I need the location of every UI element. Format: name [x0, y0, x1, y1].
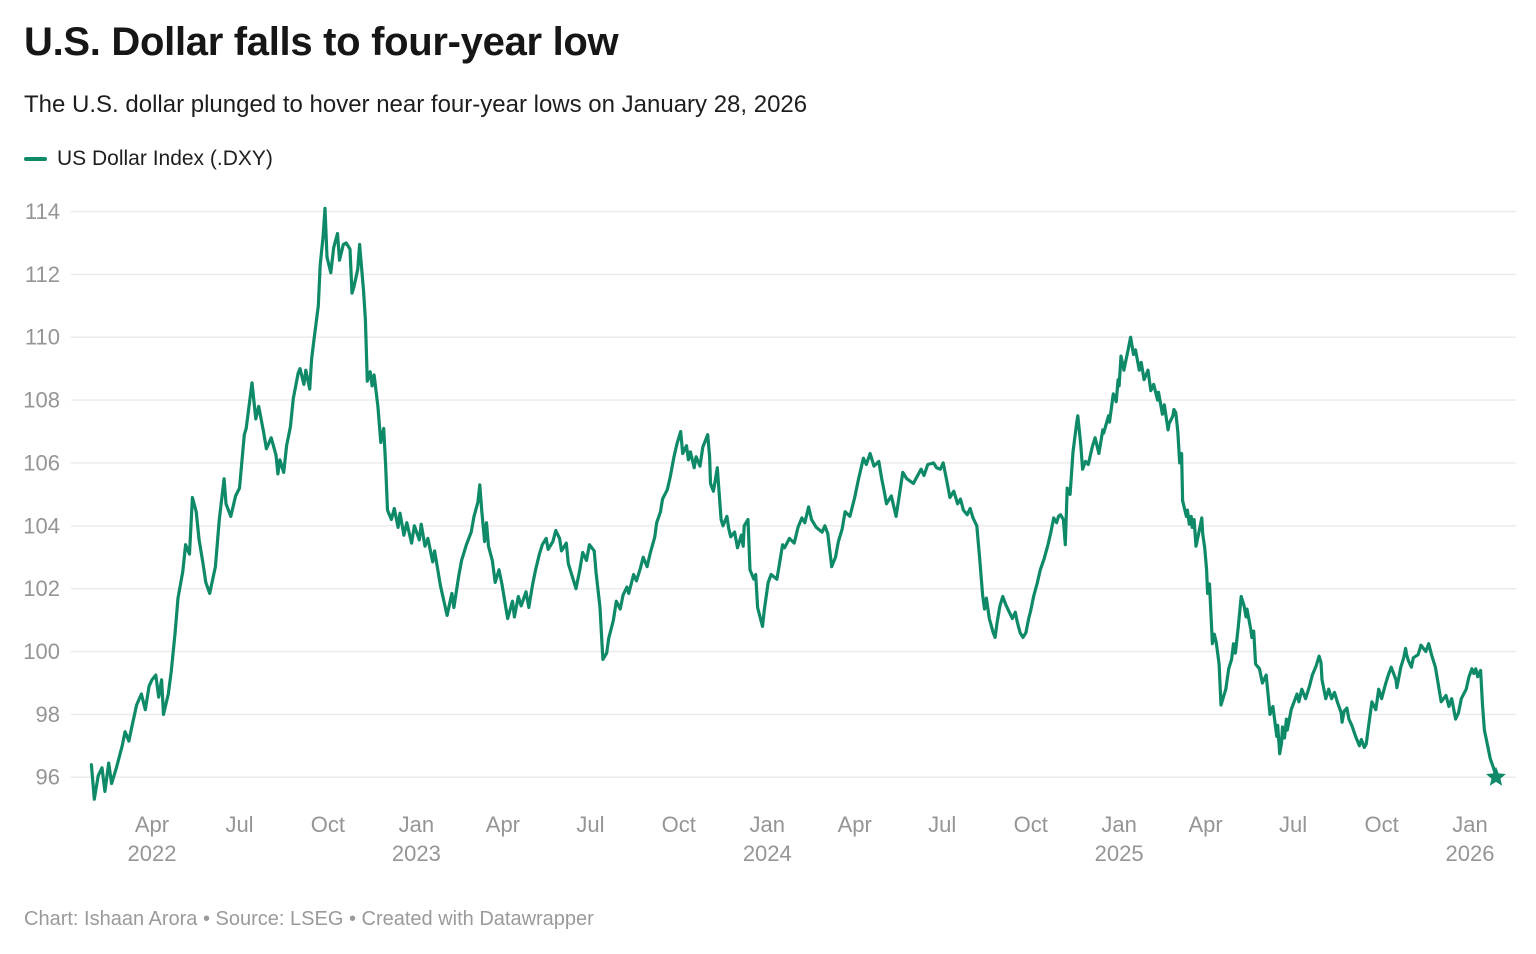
x-axis-year-label: 2025	[1095, 841, 1144, 866]
legend-line-swatch	[24, 156, 47, 162]
x-axis-month-label: Jan	[1452, 812, 1487, 837]
x-axis-month-label: Jul	[576, 812, 604, 837]
chart-subtitle: The U.S. dollar plunged to hover near fo…	[24, 91, 808, 118]
x-axis-month-label: Apr	[1188, 812, 1222, 837]
x-axis-year-label: 2024	[743, 841, 792, 866]
end-star-marker	[1486, 766, 1506, 786]
x-axis-month-label: Jul	[225, 812, 253, 837]
y-axis-label: 106	[23, 450, 60, 475]
x-axis-month-label: Jan	[1101, 812, 1136, 837]
x-axis-month-label: Oct	[662, 812, 696, 837]
y-axis-label: 114	[25, 199, 60, 224]
y-axis-label: 108	[23, 388, 60, 413]
x-axis-month-label: Oct	[1364, 812, 1398, 837]
x-axis-month-label: Jan	[750, 812, 785, 837]
y-axis-label: 100	[23, 639, 60, 664]
x-axis-month-label: Oct	[311, 812, 345, 837]
gridlines	[71, 210, 1516, 778]
x-axis-year-label: 2026	[1446, 841, 1495, 866]
x-axis-month-label: Apr	[135, 812, 169, 837]
dxy-line	[89, 206, 1498, 801]
legend-label: US Dollar Index (.DXY)	[57, 147, 273, 170]
x-axis-month-label: Apr	[486, 812, 520, 837]
y-axis-label: 96	[36, 765, 60, 790]
y-axis-label: 98	[36, 702, 60, 727]
x-axis-year-label: 2023	[392, 841, 441, 866]
x-axis-month-label: Jan	[399, 812, 434, 837]
y-axis-label: 112	[25, 262, 60, 287]
chart-title: U.S. Dollar falls to four-year low	[24, 20, 619, 64]
x-axis-month-label: Apr	[838, 812, 872, 837]
x-axis-labels: Apr 2022 Jul Oct Jan 2023 Apr Jul Oct Jan 2024 Apr J…	[128, 812, 1495, 866]
y-axis-label: 110	[25, 325, 60, 350]
chart-footer: Chart: Ishaan Arora • Source: LSEG • Cre…	[24, 908, 594, 930]
legend: US Dollar Index (.DXY)	[24, 147, 273, 171]
y-axis-labels: 96 98 100 102 104 106 108 110 112 114	[23, 199, 60, 790]
y-axis-label: 104	[23, 513, 60, 538]
y-axis-label: 102	[23, 576, 60, 601]
x-axis-month-label: Jul	[928, 812, 956, 837]
x-axis-month-label: Jul	[1279, 812, 1307, 837]
x-axis-year-label: 2022	[128, 841, 177, 866]
x-axis-month-label: Oct	[1014, 812, 1048, 837]
